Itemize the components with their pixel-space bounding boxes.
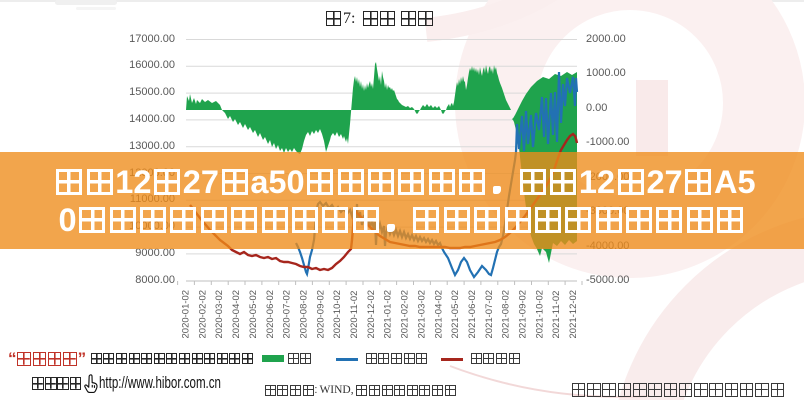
svg-text:2020-09-02: 2020-09-02: [315, 290, 326, 339]
svg-text:2021-11-02: 2021-11-02: [551, 291, 562, 339]
svg-text:2020-07-02: 2020-07-02: [282, 290, 293, 339]
svg-text:2020-05-02: 2020-05-02: [248, 290, 259, 339]
svg-text:2021-05-02: 2021-05-02: [450, 290, 461, 339]
svg-text:2021-09-02: 2021-09-02: [518, 290, 529, 339]
svg-text:2021-10-02: 2021-10-02: [534, 290, 545, 339]
svg-text:2021-12-02: 2021-12-02: [568, 290, 579, 339]
svg-text:2020-08-02: 2020-08-02: [298, 290, 309, 339]
svg-text:2021-01-02: 2021-01-02: [383, 290, 394, 339]
svg-text:2020-03-02: 2020-03-02: [214, 290, 225, 339]
svg-text:2021-06-02: 2021-06-02: [467, 290, 478, 339]
svg-text:2021-03-02: 2021-03-02: [416, 290, 427, 339]
svg-text:2020-06-02: 2020-06-02: [265, 290, 276, 339]
svg-text:2020-12-02: 2020-12-02: [366, 290, 377, 339]
svg-text:2021-02-02: 2021-02-02: [400, 290, 411, 339]
svg-text:2021-04-02: 2021-04-02: [433, 290, 444, 339]
svg-text:2020-01-02: 2020-01-02: [181, 290, 192, 339]
svg-text:2020-11-02: 2020-11-02: [349, 291, 360, 339]
svg-text:2020-02-02: 2020-02-02: [197, 290, 208, 339]
svg-text:2021-08-02: 2021-08-02: [501, 290, 512, 339]
svg-text:2020-04-02: 2020-04-02: [231, 290, 242, 339]
svg-text:2021-07-02: 2021-07-02: [484, 290, 495, 339]
svg-text:2020-10-02: 2020-10-02: [332, 290, 343, 339]
